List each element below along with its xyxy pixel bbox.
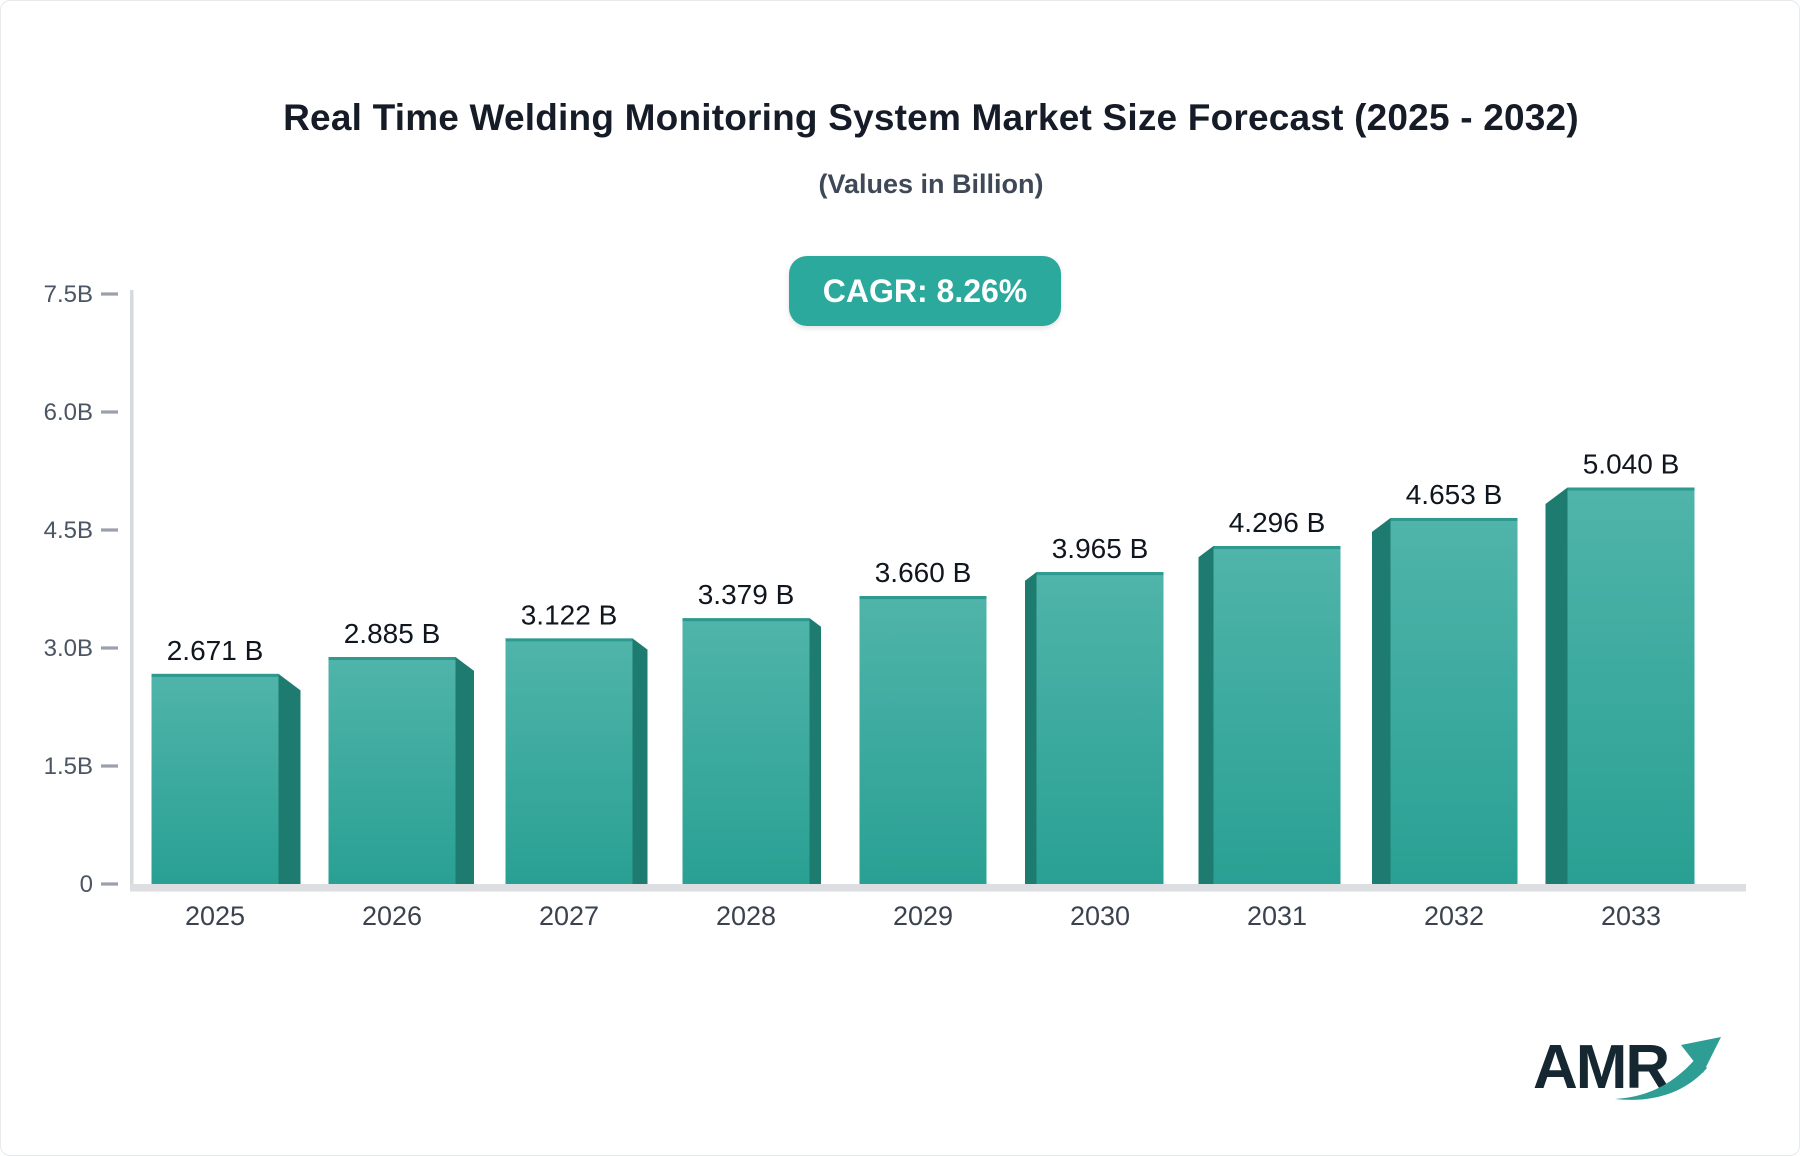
bar-2031	[1213, 546, 1341, 884]
bar-top-edge	[1567, 487, 1695, 491]
bar-top-edge	[1036, 572, 1164, 576]
y-tick	[101, 646, 118, 650]
bar-side-face	[1545, 487, 1568, 884]
bar-value-label: 5.040 B	[1583, 449, 1680, 480]
chart-subtitle: (Values in Billion)	[818, 169, 1044, 199]
bar-2033	[1567, 487, 1695, 884]
bar-side-face	[1025, 572, 1037, 884]
y-tick-label: 7.5B	[44, 281, 93, 308]
bar-side-face	[455, 657, 474, 884]
bar-value-label: 3.965 B	[1052, 533, 1149, 564]
amr-logo: AMR	[1533, 1037, 1733, 1109]
bar-2030	[1036, 572, 1164, 884]
bar-2028	[682, 618, 810, 884]
y-tick-label: 0	[80, 871, 93, 898]
y-tick-label: 4.5B	[44, 517, 93, 544]
bar-top-edge	[1213, 546, 1341, 550]
bar-side-face	[1198, 546, 1214, 884]
x-tick-label: 2032	[1424, 901, 1484, 931]
y-tick	[101, 882, 118, 886]
x-axis-line	[130, 884, 1746, 892]
bar-2027	[505, 638, 633, 884]
bar-value-label: 4.296 B	[1229, 507, 1326, 538]
x-tick-label: 2025	[185, 901, 245, 931]
x-tick-label: 2028	[716, 901, 776, 931]
cagr-badge: CAGR: 8.26%	[789, 256, 1061, 326]
x-tick-label: 2030	[1070, 901, 1130, 931]
y-tick	[101, 292, 118, 296]
bar-side-face	[1372, 517, 1391, 884]
y-tick	[101, 528, 118, 532]
y-axis-line	[130, 290, 134, 891]
bar-value-label: 3.379 B	[698, 579, 795, 610]
logo-text: AMR	[1533, 1033, 1670, 1102]
x-tick-label: 2031	[1247, 901, 1307, 931]
bar-2026	[328, 657, 456, 884]
bar-top-edge	[505, 638, 633, 642]
cagr-badge-label: CAGR: 8.26%	[822, 272, 1028, 309]
bar-top-edge	[328, 657, 456, 661]
bar-side-face	[809, 618, 821, 884]
bar-2025	[151, 673, 279, 884]
x-tick-label: 2033	[1601, 901, 1661, 931]
y-tick-label: 1.5B	[44, 753, 93, 780]
bar-value-label: 2.671 B	[167, 635, 264, 666]
bar-2029	[859, 596, 987, 884]
y-tick-label: 6.0B	[44, 399, 93, 426]
bar-top-edge	[151, 673, 279, 677]
bar-value-label: 2.885 B	[344, 618, 441, 649]
bar-value-label: 3.122 B	[521, 599, 618, 630]
growth-arrow-icon	[1615, 1037, 1721, 1100]
x-tick-label: 2027	[539, 901, 599, 931]
y-tick	[101, 764, 118, 768]
bar-side-face	[632, 638, 648, 884]
x-tick-label: 2026	[362, 901, 422, 931]
chart-title: Real Time Welding Monitoring System Mark…	[283, 97, 1579, 138]
bar-2032	[1390, 517, 1518, 884]
bar-top-edge	[859, 596, 987, 600]
bar-side-face	[278, 673, 301, 884]
bar-value-label: 4.653 B	[1406, 479, 1503, 510]
bar-top-edge	[1390, 517, 1518, 521]
bar-top-edge	[682, 618, 810, 622]
y-tick-label: 3.0B	[44, 635, 93, 662]
bar-value-label: 3.660 B	[875, 557, 972, 588]
x-tick-label: 2029	[893, 901, 953, 931]
y-tick	[101, 410, 118, 414]
